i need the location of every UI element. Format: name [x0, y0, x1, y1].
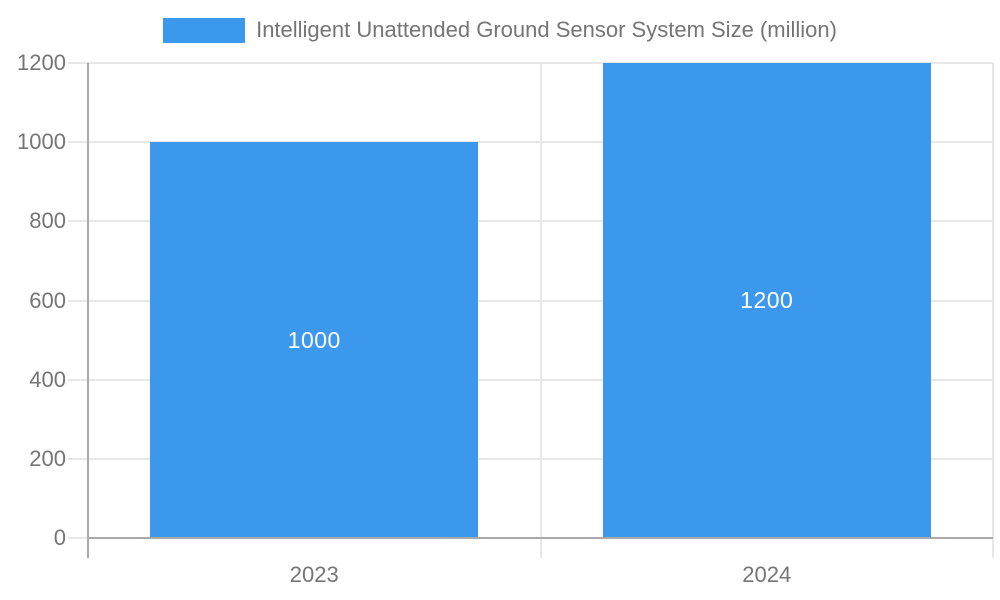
- legend-label: Intelligent Unattended Ground Sensor Sys…: [256, 17, 837, 42]
- bar: 1200: [602, 63, 931, 538]
- gridline: [68, 220, 993, 223]
- gridline: [539, 63, 542, 558]
- bar-value-label: 1200: [740, 287, 794, 313]
- gridline: [992, 63, 994, 558]
- y-tick-label: 0: [53, 525, 66, 550]
- x-tick-label: 2023: [289, 562, 339, 587]
- gridline: [68, 378, 993, 381]
- gridline: [68, 457, 993, 460]
- y-tick-label: 800: [29, 208, 66, 234]
- bar-value-label: 1000: [287, 326, 341, 353]
- gridline: [68, 62, 993, 64]
- bar: 1000: [150, 142, 479, 538]
- gridline: [68, 141, 993, 144]
- y-tick-label: 400: [29, 366, 66, 392]
- y-axis-line: [87, 63, 89, 558]
- x-tick-label: 2024: [742, 562, 792, 587]
- legend-swatch: [163, 17, 246, 43]
- y-tick-label: 1200: [17, 50, 66, 75]
- x-axis-line: [88, 537, 993, 539]
- y-tick-label: 600: [29, 287, 66, 313]
- y-tick-label: 200: [29, 445, 66, 471]
- y-tick-label: 1000: [17, 129, 66, 155]
- gridline: [68, 299, 993, 302]
- legend: Intelligent Unattended Ground Sensor Sys…: [0, 14, 1000, 46]
